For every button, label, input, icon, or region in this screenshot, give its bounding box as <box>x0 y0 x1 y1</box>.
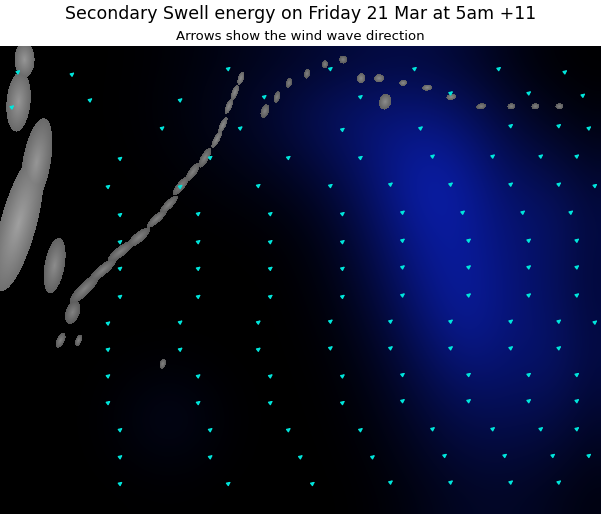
Text: Secondary Swell energy on Friday 21 Mar at 5am +11: Secondary Swell energy on Friday 21 Mar … <box>65 5 536 23</box>
Text: Arrows show the wind wave direction: Arrows show the wind wave direction <box>176 30 425 43</box>
